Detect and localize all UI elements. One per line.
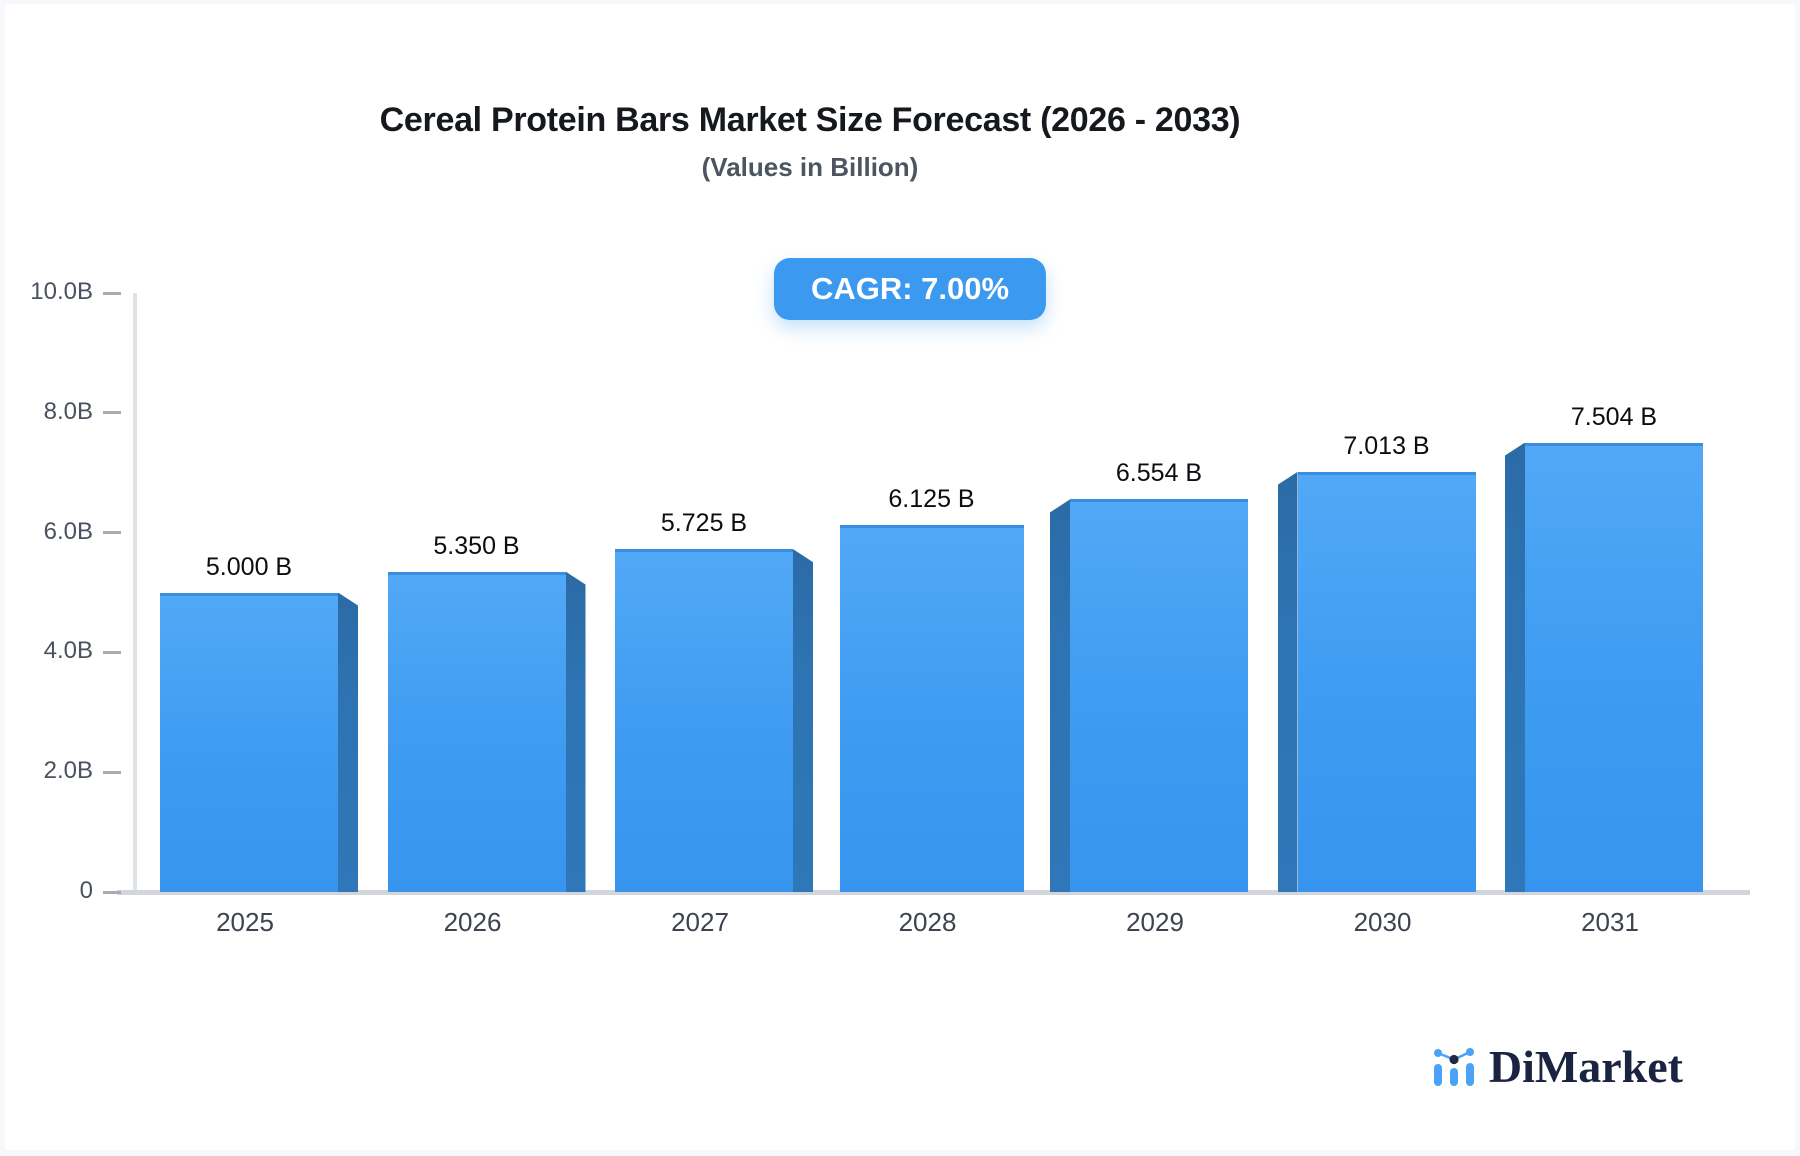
bar-value-label: 6.554 B bbox=[1115, 459, 1203, 488]
x-axis-label: 2029 bbox=[1126, 907, 1184, 937]
brand-logo: DiMarket bbox=[1433, 1044, 1683, 1090]
y-tick-mark bbox=[103, 291, 121, 295]
brand-logo-text: DiMarket bbox=[1488, 1041, 1683, 1092]
mini-bar-chart-icon bbox=[1433, 1048, 1474, 1086]
x-axis-label: 2026 bbox=[443, 907, 502, 937]
y-tick-label: 4.0B bbox=[43, 637, 93, 665]
y-tick-mark bbox=[103, 770, 121, 774]
bar-side-panel bbox=[565, 571, 586, 892]
y-tick-label: 8.0B bbox=[43, 397, 93, 425]
bar-2026 bbox=[387, 571, 566, 892]
cagr-badge: CAGR: 7.00% bbox=[773, 258, 1047, 320]
y-tick-mark bbox=[103, 890, 121, 894]
chart-card: Cereal Protein Bars Market Size Forecast… bbox=[5, 4, 1795, 1150]
bar-value-label: 6.125 B bbox=[888, 485, 975, 514]
x-axis-label: 2027 bbox=[671, 907, 729, 937]
bar-side-panel bbox=[1277, 471, 1298, 892]
chart-subtitle: (Values in Billion) bbox=[701, 152, 919, 182]
y-tick-mark bbox=[103, 531, 121, 535]
bar-value-label: 7.504 B bbox=[1570, 402, 1658, 431]
bar-2031 bbox=[1525, 442, 1703, 892]
x-axis-label: 2025 bbox=[216, 907, 274, 937]
chart-title: Cereal Protein Bars Market Size Forecast… bbox=[379, 101, 1241, 139]
bar-side-panel bbox=[793, 549, 813, 892]
bar-2030 bbox=[1297, 471, 1476, 892]
bar-side-panel bbox=[338, 592, 358, 892]
x-axis-label: 2030 bbox=[1353, 907, 1412, 937]
bar-2028 bbox=[839, 525, 1024, 892]
bar-value-label: 5.000 B bbox=[205, 552, 293, 581]
y-tick-label: 0 bbox=[79, 877, 93, 904]
bar-2029 bbox=[1070, 499, 1248, 892]
x-axis-baseline bbox=[117, 890, 1750, 895]
bar-side-panel bbox=[1050, 499, 1070, 892]
y-tick-mark bbox=[103, 411, 121, 415]
bar-2027 bbox=[615, 549, 793, 892]
bar-2025 bbox=[160, 592, 338, 892]
bar-value-label: 5.725 B bbox=[660, 509, 748, 538]
bar-value-label: 7.013 B bbox=[1343, 431, 1430, 460]
x-axis-label: 2028 bbox=[898, 907, 957, 937]
y-tick-label: 10.0B bbox=[30, 278, 93, 305]
y-tick-label: 6.0B bbox=[43, 517, 93, 545]
x-axis-label: 2031 bbox=[1581, 907, 1639, 937]
bar-value-label: 5.350 B bbox=[433, 531, 520, 560]
y-tick-mark bbox=[103, 650, 121, 654]
y-axis-line bbox=[133, 293, 137, 892]
y-tick-label: 2.0B bbox=[43, 757, 93, 785]
bar-side-panel bbox=[1505, 442, 1525, 892]
